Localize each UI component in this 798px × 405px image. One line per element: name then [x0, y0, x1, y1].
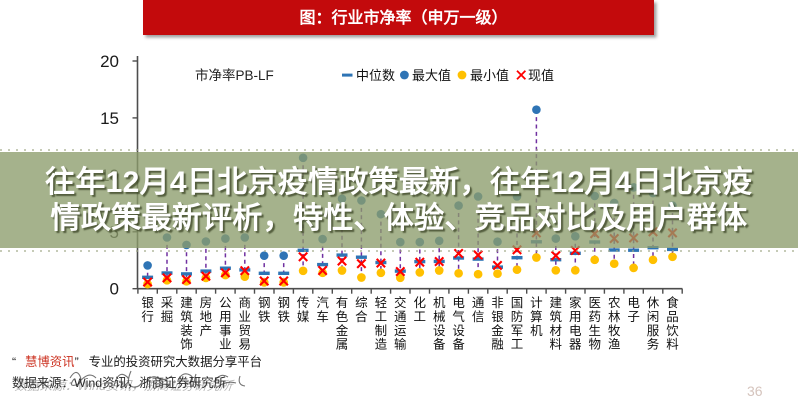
svg-text:有色金属: 有色金属 [336, 296, 349, 352]
svg-text:房地产: 房地产 [200, 295, 213, 338]
svg-text:传媒: 传媒 [297, 295, 310, 324]
svg-text:电气设备: 电气设备 [452, 296, 465, 352]
svg-text:建筑材料: 建筑材料 [550, 296, 563, 352]
svg-text:公用事业: 公用事业 [219, 296, 232, 352]
svg-text:综合: 综合 [355, 296, 368, 324]
svg-text:机械设备: 机械设备 [433, 296, 446, 352]
svg-text:建筑装饰: 建筑装饰 [180, 296, 193, 352]
svg-text:中位数: 中位数 [356, 68, 395, 83]
svg-text:电子: 电子 [627, 296, 640, 324]
svg-text:市净率PB-LF: 市净率PB-LF [195, 67, 274, 83]
svg-text:化工: 化工 [414, 296, 427, 324]
svg-text:非银金融: 非银金融 [491, 296, 504, 352]
svg-text:20: 20 [100, 52, 119, 71]
svg-text:国防军工: 国防军工 [511, 296, 524, 352]
svg-text:食品饮料: 食品饮料 [666, 295, 679, 352]
svg-text:0: 0 [110, 280, 119, 299]
svg-text:家用电器: 家用电器 [569, 295, 582, 352]
svg-text:商业贸易: 商业贸易 [239, 295, 252, 352]
svg-text:现值: 现值 [528, 68, 554, 83]
svg-text:最大值: 最大值 [412, 68, 451, 83]
svg-text:采掘: 采掘 [161, 296, 174, 324]
svg-text:最小值: 最小值 [470, 68, 509, 83]
svg-text:银行: 银行 [141, 296, 154, 324]
svg-text:通信: 通信 [472, 296, 485, 324]
svg-text:医药生物: 医药生物 [588, 296, 601, 352]
svg-text:15: 15 [100, 109, 119, 128]
svg-text:轻工制造: 轻工制造 [375, 296, 388, 352]
svg-text:汽车: 汽车 [316, 295, 329, 324]
svg-text:交通运输: 交通运输 [394, 295, 407, 352]
svg-text:计算机: 计算机 [530, 296, 543, 338]
svg-text:休闲服务: 休闲服务 [647, 296, 660, 352]
svg-text:农林牧渔: 农林牧渔 [608, 296, 621, 352]
svg-text:钢铁: 钢铁 [258, 296, 271, 324]
svg-text:钢铁: 钢铁 [277, 296, 290, 324]
